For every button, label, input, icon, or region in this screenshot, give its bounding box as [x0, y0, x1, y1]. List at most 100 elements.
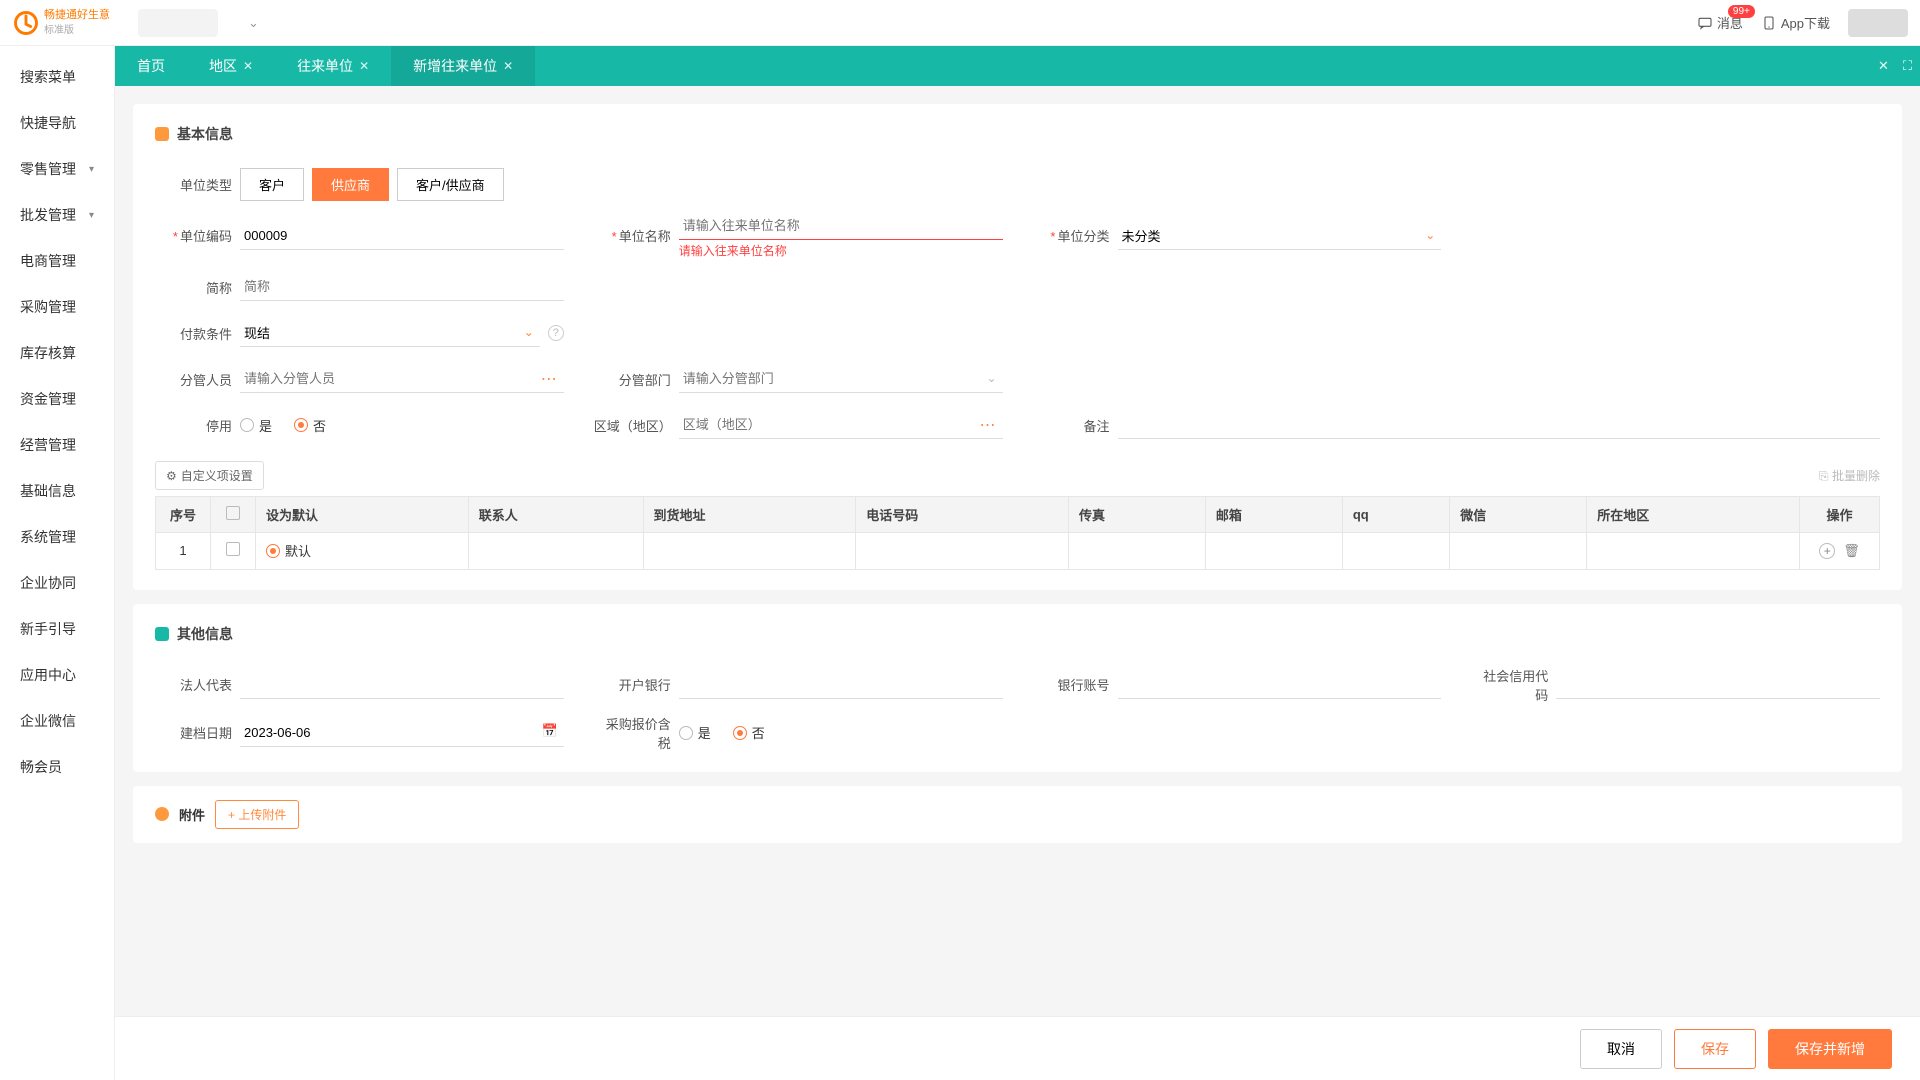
table-header: 联系人: [468, 497, 643, 533]
save-button[interactable]: 保存: [1674, 1029, 1756, 1069]
more-icon[interactable]: ⋯: [541, 369, 558, 389]
label-disabled: 停用: [155, 416, 240, 435]
bank-input[interactable]: [679, 671, 1003, 699]
manager-input[interactable]: [240, 365, 564, 393]
remark-input[interactable]: [1118, 411, 1881, 439]
tab[interactable]: 往来单位✕: [275, 46, 391, 86]
messages-button[interactable]: 消息 99+: [1697, 13, 1743, 32]
cell-contact[interactable]: [468, 533, 643, 570]
unit-type-option[interactable]: 供应商: [312, 168, 389, 201]
save-and-new-button[interactable]: 保存并新增: [1768, 1029, 1892, 1069]
label-remark: 备注: [1033, 416, 1118, 435]
custom-fields-button[interactable]: ⚙ 自定义项设置: [155, 461, 264, 490]
cell-phone[interactable]: [856, 533, 1069, 570]
chevron-down-icon: ⌄: [1425, 228, 1435, 242]
org-selector[interactable]: [138, 9, 218, 37]
sidebar-item[interactable]: 批发管理▾: [0, 192, 114, 238]
sidebar-item[interactable]: 新手引导: [0, 606, 114, 652]
sidebar-item[interactable]: 库存核算: [0, 330, 114, 376]
field-unit-category: *单位分类 ⌄: [1033, 212, 1442, 259]
payment-terms-select[interactable]: [240, 319, 540, 347]
caret-down-icon: ▾: [89, 210, 94, 221]
user-avatar[interactable]: [1848, 9, 1908, 37]
cancel-button[interactable]: 取消: [1580, 1029, 1662, 1069]
label-short-name: 简称: [155, 278, 240, 297]
upload-attachment-button[interactable]: + 上传附件: [215, 800, 299, 829]
table-header: 到货地址: [643, 497, 856, 533]
section-title-basic: 基本信息: [177, 124, 233, 144]
credit-input[interactable]: [1556, 671, 1880, 699]
section-title-other: 其他信息: [177, 624, 233, 644]
legal-input[interactable]: [240, 671, 564, 699]
sidebar-item[interactable]: 畅会员: [0, 744, 114, 790]
delete-row-icon[interactable]: 🗑: [1843, 543, 1860, 559]
more-icon[interactable]: ⋯: [980, 415, 997, 435]
sidebar-item[interactable]: 电商管理: [0, 238, 114, 284]
account-input[interactable]: [1118, 671, 1442, 699]
tab[interactable]: 地区✕: [187, 46, 275, 86]
sidebar-item[interactable]: 企业协同: [0, 560, 114, 606]
unit-type-option[interactable]: 客户/供应商: [397, 168, 504, 201]
dept-select[interactable]: [679, 365, 1003, 393]
short-name-input[interactable]: [240, 273, 564, 301]
default-radio[interactable]: 默认: [266, 541, 311, 560]
sidebar-item[interactable]: 基础信息: [0, 468, 114, 514]
cell-email[interactable]: [1205, 533, 1342, 570]
basic-info-panel: 基本信息 单位类型 客户供应商客户/供应商 *单位编码: [133, 104, 1902, 590]
field-tax: 采购报价含税 是 否: [594, 714, 1003, 752]
cell-qq[interactable]: [1342, 533, 1449, 570]
content-area: 首页地区✕往来单位✕新增往来单位✕ ✕ ⛶ 基本信息 单位类型: [115, 46, 1920, 1080]
field-remark: 备注: [1033, 407, 1881, 443]
table-header: 电话号码: [856, 497, 1069, 533]
label-dept: 分管部门: [594, 370, 679, 389]
table-header: qq: [1342, 497, 1449, 533]
tax-no-radio[interactable]: 否: [733, 723, 765, 742]
sidebar-item[interactable]: 应用中心: [0, 652, 114, 698]
sidebar: 搜索菜单快捷导航零售管理▾批发管理▾电商管理采购管理库存核算资金管理经营管理基础…: [0, 46, 115, 1080]
tab[interactable]: 首页: [115, 46, 187, 86]
label-manager: 分管人员: [155, 370, 240, 389]
label-payment-terms: 付款条件: [155, 324, 240, 343]
sidebar-item[interactable]: 搜索菜单: [0, 54, 114, 100]
unit-type-option[interactable]: 客户: [240, 168, 304, 201]
cell-fax[interactable]: [1068, 533, 1205, 570]
sidebar-item[interactable]: 系统管理: [0, 514, 114, 560]
cell-address[interactable]: [643, 533, 856, 570]
close-all-tabs-icon[interactable]: ✕: [1878, 58, 1889, 74]
field-region: 区域（地区） ⋯: [594, 407, 1003, 443]
sidebar-item[interactable]: 快捷导航: [0, 100, 114, 146]
sidebar-item[interactable]: 资金管理: [0, 376, 114, 422]
download-button[interactable]: App下载: [1761, 13, 1830, 32]
cell-wechat[interactable]: [1450, 533, 1587, 570]
brand-logo: 畅捷通好生意 标准版: [12, 9, 110, 37]
cell-region[interactable]: [1587, 533, 1800, 570]
add-row-icon[interactable]: +: [1819, 543, 1835, 559]
tax-yes-radio[interactable]: 是: [679, 723, 711, 742]
batch-delete-link[interactable]: ⎘ 批量删除: [1819, 467, 1880, 484]
disabled-yes-radio[interactable]: 是: [240, 416, 272, 435]
sidebar-item[interactable]: 经营管理: [0, 422, 114, 468]
region-input[interactable]: [679, 411, 1003, 439]
select-all-checkbox[interactable]: [226, 506, 240, 520]
sidebar-item[interactable]: 企业微信: [0, 698, 114, 744]
sidebar-item[interactable]: 零售管理▾: [0, 146, 114, 192]
unit-name-input[interactable]: [679, 212, 1003, 240]
section-icon: [155, 627, 169, 641]
chevron-down-icon: ⌄: [986, 371, 996, 385]
sidebar-item[interactable]: 采购管理: [0, 284, 114, 330]
attachment-icon: [155, 807, 169, 821]
close-icon[interactable]: ✕: [243, 59, 253, 73]
close-icon[interactable]: ✕: [503, 59, 513, 73]
disabled-no-radio[interactable]: 否: [294, 416, 326, 435]
close-icon[interactable]: ✕: [359, 59, 369, 73]
calendar-icon[interactable]: 📅: [542, 723, 558, 739]
fullscreen-icon[interactable]: ⛶: [1903, 58, 1912, 74]
unit-category-select[interactable]: [1118, 222, 1442, 250]
footer-actions: 取消 保存 保存并新增: [115, 1016, 1920, 1080]
row-checkbox[interactable]: [226, 542, 240, 556]
created-date-input[interactable]: [240, 719, 564, 747]
unit-code-input[interactable]: [240, 222, 564, 250]
help-icon[interactable]: ?: [548, 325, 564, 341]
tab[interactable]: 新增往来单位✕: [391, 46, 535, 86]
chevron-down-icon[interactable]: ⌄: [248, 15, 259, 31]
